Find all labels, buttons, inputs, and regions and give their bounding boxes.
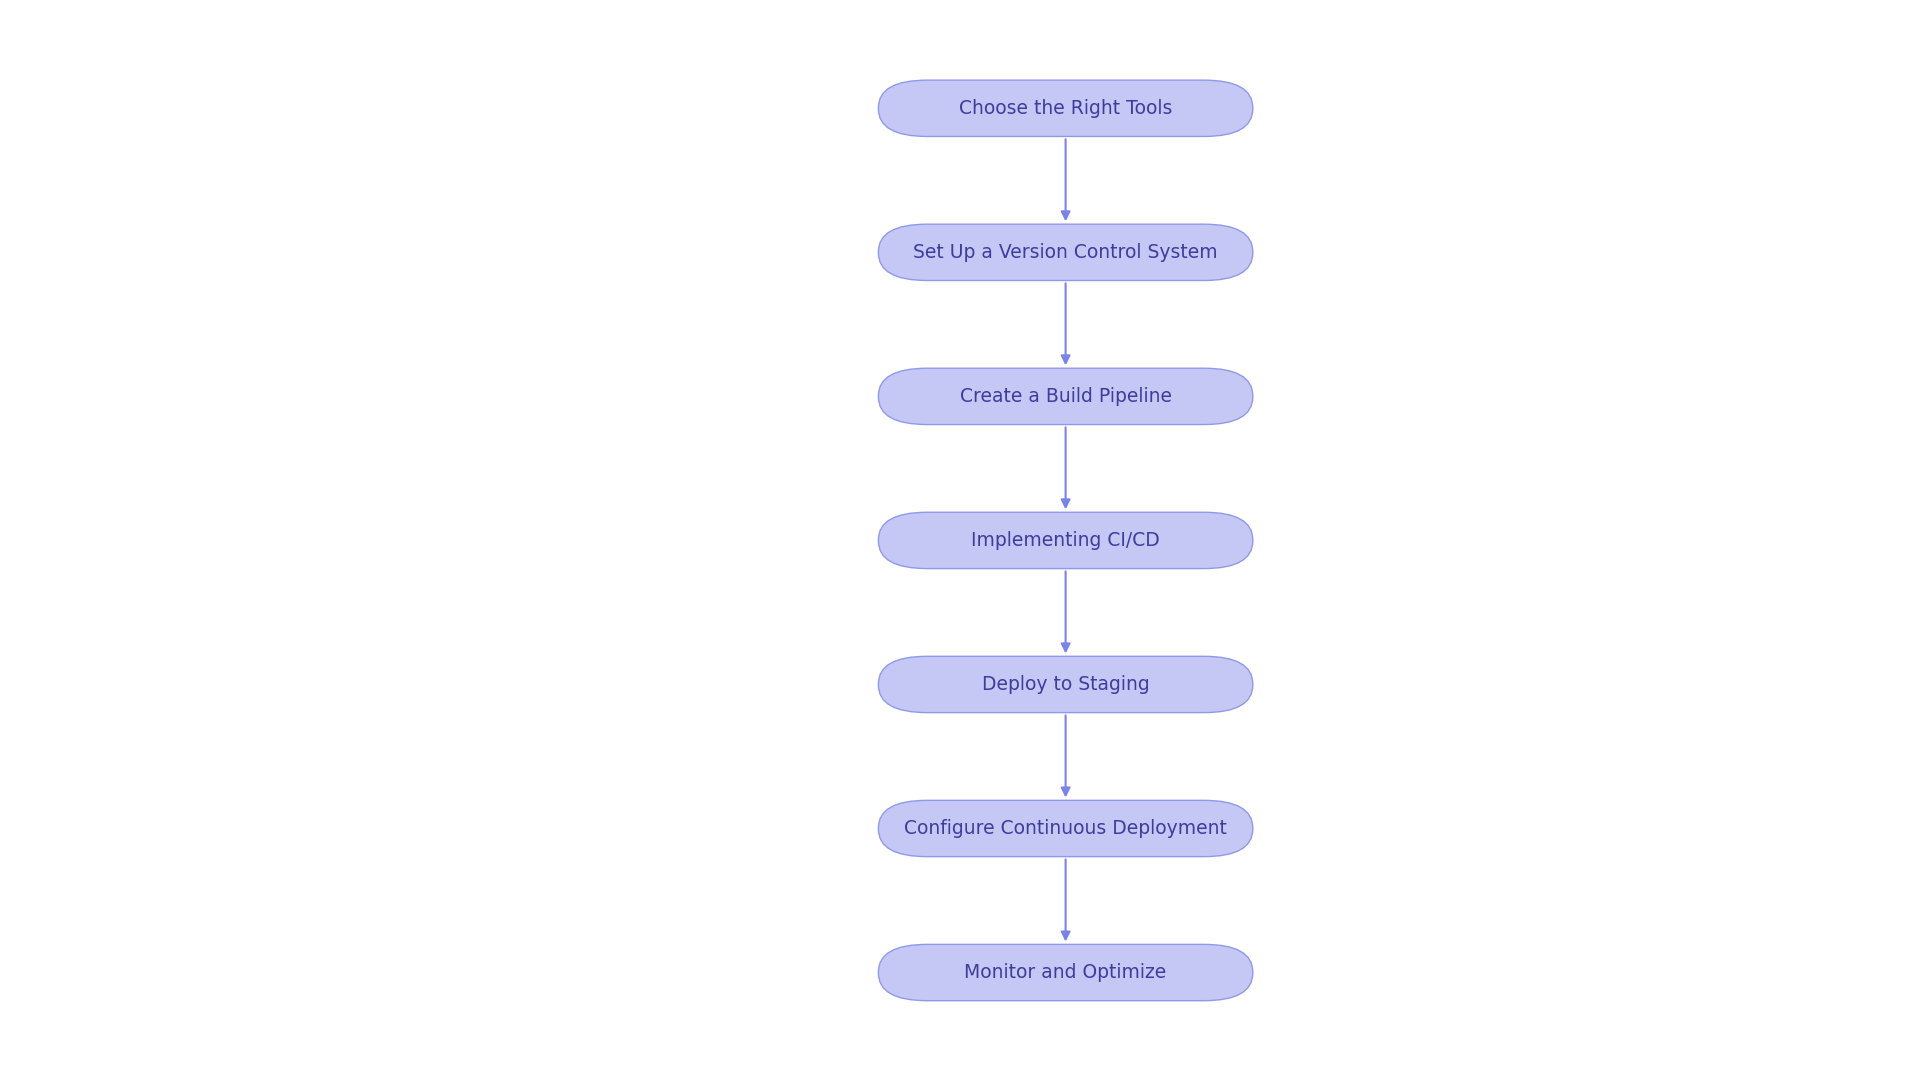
FancyBboxPatch shape: [879, 80, 1254, 136]
FancyBboxPatch shape: [879, 368, 1254, 425]
Text: Deploy to Staging: Deploy to Staging: [981, 675, 1150, 694]
FancyBboxPatch shape: [879, 800, 1254, 857]
FancyBboxPatch shape: [879, 656, 1254, 713]
Text: Choose the Right Tools: Choose the Right Tools: [958, 99, 1173, 118]
Text: Configure Continuous Deployment: Configure Continuous Deployment: [904, 819, 1227, 838]
FancyBboxPatch shape: [879, 224, 1254, 280]
Text: Set Up a Version Control System: Set Up a Version Control System: [914, 243, 1217, 262]
FancyBboxPatch shape: [879, 512, 1254, 569]
Text: Create a Build Pipeline: Create a Build Pipeline: [960, 387, 1171, 406]
Text: Monitor and Optimize: Monitor and Optimize: [964, 963, 1167, 982]
FancyBboxPatch shape: [879, 944, 1254, 1001]
Text: Implementing CI/CD: Implementing CI/CD: [972, 531, 1160, 550]
